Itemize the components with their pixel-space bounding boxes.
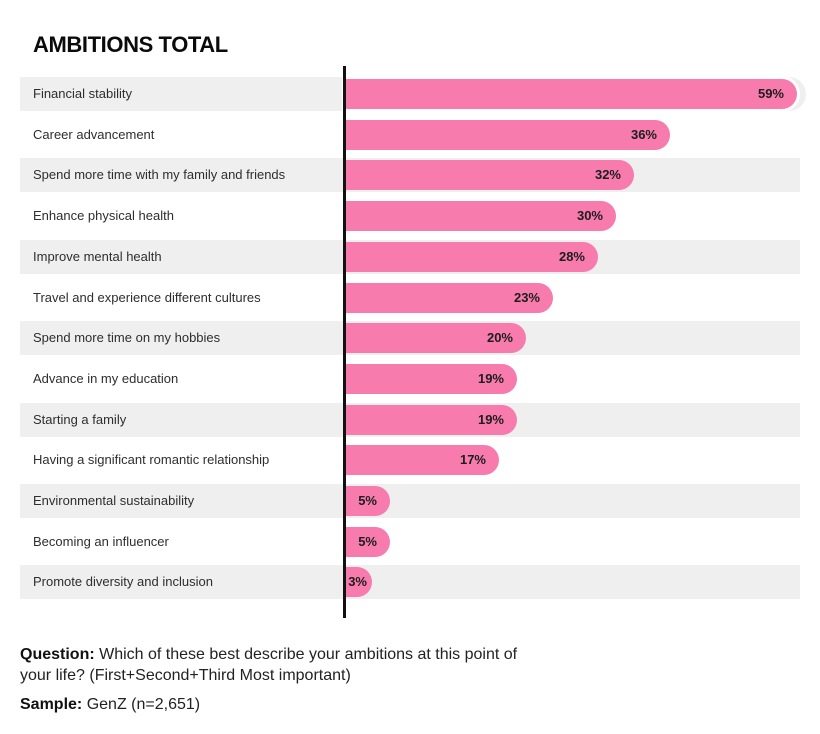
bar: 17% (345, 445, 499, 476)
value-label: 23% (513, 289, 540, 305)
question-note: Question: Which of these best describe y… (20, 644, 528, 686)
value-label: 28% (558, 248, 585, 264)
value-label: 30% (576, 208, 603, 224)
bar-chart-area: Financial stability 59% Career advanceme… (20, 66, 810, 618)
chart-row: Environmental sustainability 5% (20, 484, 800, 518)
category-label: Having a significant romantic relationsh… (33, 452, 270, 468)
category-label: Promote diversity and inclusion (33, 574, 213, 590)
value-label: 5% (358, 533, 377, 549)
category-label: Advance in my education (33, 370, 179, 386)
chart-row: Travel and experience different cultures… (20, 281, 800, 315)
bar: 3% (345, 567, 372, 598)
value-label: 5% (358, 493, 377, 508)
category-label: Spend more time with my family and frien… (33, 167, 286, 183)
chart-row: Promote diversity and inclusion 3% (20, 565, 800, 600)
chart-row: Advance in my education 19% (20, 362, 800, 396)
bar: 19% (345, 404, 517, 435)
category-label: Career advancement (33, 126, 155, 142)
chart-row: Spend more time with my family and frien… (20, 158, 800, 193)
bar: 20% (345, 323, 526, 354)
chart-row: Enhance physical health 30% (20, 199, 800, 233)
question-text: Which of these best describe your ambiti… (20, 646, 518, 684)
bar: 36% (345, 119, 670, 150)
chart-row: Career advancement 36% (20, 118, 800, 152)
chart-row: Spend more time on my hobbies 20% (20, 321, 800, 356)
chart-row: Becoming an influencer 5% (20, 525, 800, 559)
value-label: 59% (757, 86, 784, 101)
value-label: 32% (594, 167, 621, 183)
bar: 32% (345, 160, 634, 191)
category-label: Improve mental health (33, 248, 162, 264)
sample-text: GenZ (n=2,651) (82, 696, 201, 713)
value-label: 20% (486, 330, 513, 346)
bar: 19% (345, 363, 517, 394)
category-label: Travel and experience different cultures (33, 289, 261, 305)
category-label: Financial stability (33, 86, 132, 101)
category-label: Enhance physical health (33, 208, 174, 224)
chart-row: Starting a family 19% (20, 402, 800, 437)
chart-row: Financial stability 59% (20, 77, 806, 111)
chart-row: Having a significant romantic relationsh… (20, 443, 800, 477)
bar: 28% (345, 241, 598, 272)
category-label: Starting a family (33, 411, 127, 427)
bar: 5% (345, 526, 390, 557)
bar: 5% (345, 486, 390, 516)
sample-note: Sample: GenZ (n=2,651) (20, 694, 528, 715)
value-label: 36% (630, 126, 657, 142)
bar: 59% (345, 79, 797, 109)
value-label: 3% (348, 574, 367, 590)
chart-row: Improve mental health 28% (20, 239, 800, 274)
sample-label: Sample: (20, 696, 83, 713)
category-label: Spend more time on my hobbies (33, 330, 221, 346)
footnotes: Question: Which of these best describe y… (20, 644, 528, 723)
question-label: Question: (20, 646, 95, 663)
category-label: Becoming an influencer (33, 533, 169, 549)
bar: 30% (345, 201, 616, 232)
category-label: Environmental sustainability (33, 493, 195, 508)
value-label: 19% (477, 411, 504, 427)
value-label: 19% (477, 370, 504, 386)
axis-baseline (343, 66, 346, 618)
bar: 23% (345, 282, 553, 313)
chart-title: AMBITIONS TOTAL (33, 32, 228, 57)
value-label: 17% (459, 452, 486, 468)
